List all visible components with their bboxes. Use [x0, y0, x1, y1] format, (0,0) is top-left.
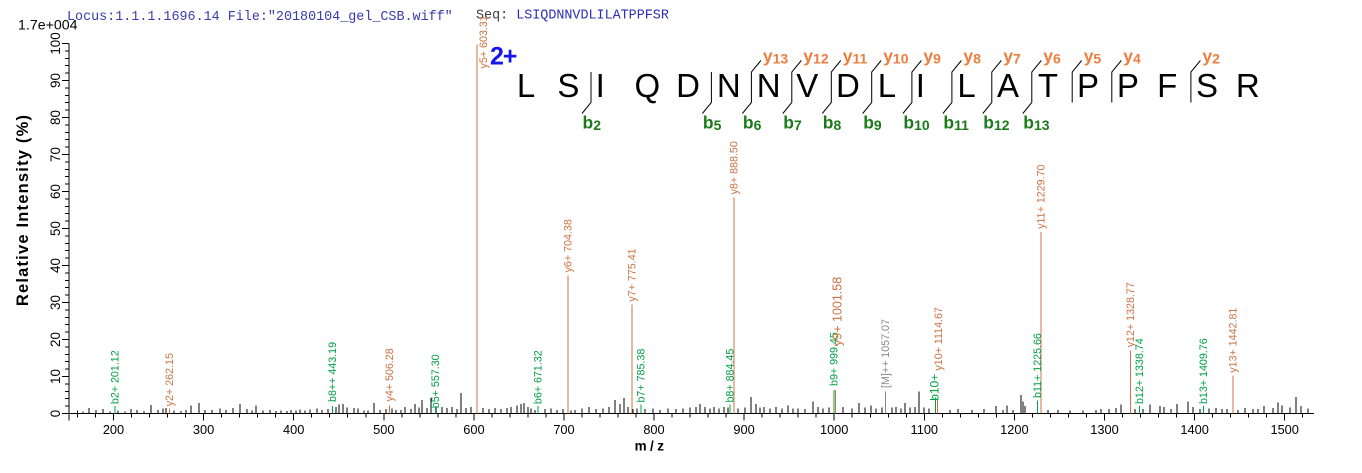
svg-text:y12: y12 [803, 46, 829, 67]
svg-text:50: 50 [48, 221, 63, 236]
svg-text:L: L [878, 67, 896, 104]
svg-text:1300: 1300 [1090, 422, 1118, 437]
svg-text:b9: b9 [863, 113, 882, 134]
svg-text:2+: 2+ [490, 42, 517, 70]
svg-text:b2+ 201.12: b2+ 201.12 [109, 350, 121, 404]
svg-text:y9+ 1001.58: y9+ 1001.58 [831, 277, 845, 346]
svg-text:y2: y2 [1202, 46, 1220, 67]
svg-text:D: D [676, 67, 700, 104]
svg-text:b7: b7 [783, 113, 802, 134]
svg-text:b11+ 1225.66: b11+ 1225.66 [1032, 333, 1044, 398]
svg-text:30: 30 [48, 295, 63, 310]
svg-text:b12: b12 [983, 113, 1009, 134]
svg-text:1000: 1000 [820, 422, 848, 437]
svg-text:A: A [997, 67, 1019, 104]
svg-text:900: 900 [733, 422, 754, 437]
svg-text:y13: y13 [763, 46, 789, 67]
svg-text:b2: b2 [583, 113, 602, 134]
svg-text:b8++ 443.19: b8++ 443.19 [327, 342, 339, 402]
svg-text:Q: Q [634, 67, 660, 104]
svg-text:R: R [1236, 67, 1260, 104]
svg-text:V: V [796, 67, 818, 104]
svg-text:y7: y7 [1003, 46, 1021, 67]
svg-text:200: 200 [103, 422, 124, 437]
svg-text:600: 600 [463, 422, 484, 437]
svg-text:b6+ 671.32: b6+ 671.32 [533, 350, 545, 404]
svg-text:D: D [836, 67, 860, 104]
svg-text:P: P [1077, 67, 1099, 104]
svg-text:L: L [957, 67, 975, 104]
svg-text:100: 100 [48, 32, 63, 54]
svg-text:y10+ 1114.67: y10+ 1114.67 [933, 307, 945, 371]
svg-text:20: 20 [48, 332, 63, 347]
svg-text:y2+ 262.15: y2+ 262.15 [164, 353, 176, 406]
svg-text:80: 80 [48, 110, 63, 125]
svg-text:60: 60 [48, 184, 63, 199]
svg-text:Locus:1.1.1.1696.14 File:"2018: Locus:1.1.1.1696.14 File:"20180104_gel_C… [67, 10, 453, 25]
svg-text:y4: y4 [1123, 46, 1141, 67]
svg-text:b10: b10 [903, 113, 929, 134]
svg-text:Relative Intensity (%): Relative Intensity (%) [14, 114, 32, 306]
svg-text:b12+ 1338.74: b12+ 1338.74 [1134, 338, 1146, 404]
svg-text:S: S [557, 67, 579, 104]
svg-text:P: P [1117, 67, 1139, 104]
svg-text:N: N [717, 67, 741, 104]
svg-text:1500: 1500 [1270, 422, 1298, 437]
svg-text:y5: y5 [1084, 46, 1102, 67]
svg-text:b8+ 884.45: b8+ 884.45 [725, 349, 737, 403]
svg-text:400: 400 [283, 422, 304, 437]
svg-text:L: L [517, 67, 535, 104]
svg-text:b5: b5 [703, 113, 722, 134]
svg-text:I: I [596, 67, 605, 104]
svg-text:y8+ 888.50: y8+ 888.50 [728, 141, 740, 194]
svg-text:y11+ 1229.70: y11+ 1229.70 [1036, 164, 1048, 228]
svg-text:y12+ 1328.77: y12+ 1328.77 [1125, 282, 1137, 347]
svg-text:S: S [1196, 67, 1218, 104]
svg-text:y8: y8 [963, 46, 981, 67]
svg-text:10: 10 [48, 369, 63, 384]
svg-text:700: 700 [553, 422, 574, 437]
svg-text:y11: y11 [843, 46, 868, 67]
svg-text:y4+ 506.28: y4+ 506.28 [384, 348, 396, 401]
svg-text:b5+ 557.30: b5+ 557.30 [430, 354, 442, 408]
svg-text:y6: y6 [1043, 46, 1061, 67]
svg-text:1100: 1100 [911, 422, 939, 437]
svg-text:b11: b11 [943, 113, 969, 134]
svg-text:b9+ 999.45: b9+ 999.45 [828, 332, 840, 386]
svg-text:b7+ 785.38: b7+ 785.38 [635, 349, 647, 403]
svg-text:1400: 1400 [1180, 422, 1208, 437]
svg-text:b6: b6 [743, 113, 762, 134]
svg-text:m/z: m/z [635, 439, 668, 454]
svg-text:1.7e+004: 1.7e+004 [18, 18, 78, 34]
svg-text:Seq: LSIQDNNVDLILATPPFSR: Seq: LSIQDNNVDLILATPPFSR [476, 9, 669, 24]
svg-text:[M]++ 1057.07: [M]++ 1057.07 [880, 319, 892, 388]
svg-text:b10+: b10+ [928, 374, 942, 401]
svg-text:500: 500 [373, 422, 394, 437]
svg-text:90: 90 [48, 73, 63, 88]
svg-text:b13+ 1409.76: b13+ 1409.76 [1198, 338, 1210, 404]
svg-text:N: N [757, 67, 781, 104]
svg-text:F: F [1157, 67, 1177, 104]
svg-text:y5+ 603.31: y5+ 603.31 [478, 15, 490, 68]
svg-text:b8: b8 [823, 113, 842, 134]
svg-text:T: T [1038, 67, 1058, 104]
svg-text:b13: b13 [1023, 113, 1049, 134]
svg-text:y7+ 775.41: y7+ 775.41 [626, 248, 638, 301]
svg-text:y10: y10 [883, 46, 909, 67]
svg-text:0: 0 [48, 410, 63, 417]
svg-text:y6+ 704.38: y6+ 704.38 [562, 219, 574, 272]
svg-text:y13+ 1442.81: y13+ 1442.81 [1228, 308, 1240, 373]
svg-text:y9: y9 [923, 46, 941, 67]
svg-text:70: 70 [48, 147, 63, 162]
svg-text:I: I [916, 67, 925, 104]
svg-text:800: 800 [643, 422, 664, 437]
svg-text:40: 40 [48, 258, 63, 273]
svg-text:1200: 1200 [1000, 422, 1028, 437]
svg-text:300: 300 [193, 422, 214, 437]
